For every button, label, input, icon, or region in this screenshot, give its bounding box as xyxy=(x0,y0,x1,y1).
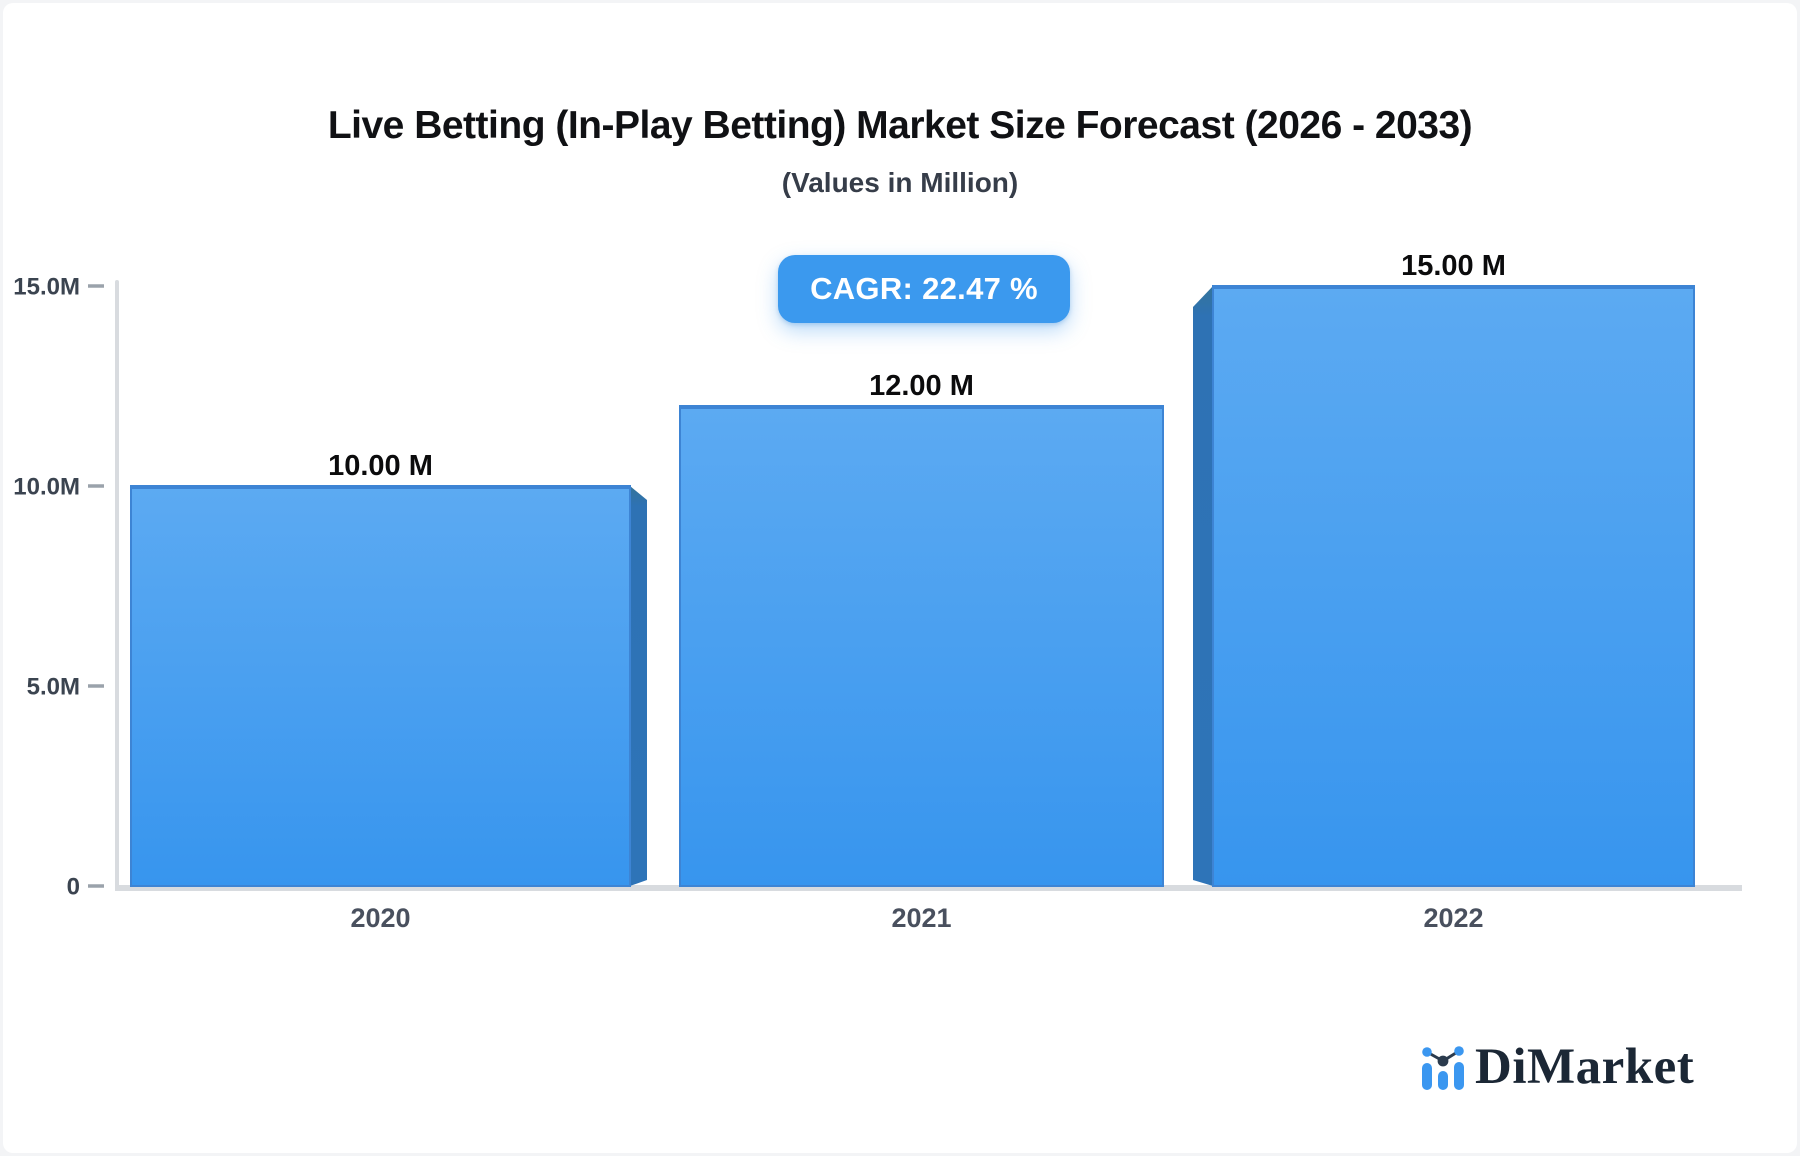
logo-bar-left xyxy=(1422,1062,1432,1090)
bar-value-label: 15.00 M xyxy=(1401,250,1506,282)
cagr-badge: CAGR: 22.47 % xyxy=(778,255,1070,323)
chart-subtitle: (Values in Million) xyxy=(781,167,1019,198)
logo-dot-left xyxy=(1422,1046,1432,1057)
dimarket-logo-text: DiMarket xyxy=(1475,1039,1695,1095)
bar-front-face xyxy=(1212,285,1695,887)
y-tick-label: 5.0M xyxy=(27,673,80,700)
dimarket-logo: DiMarket xyxy=(1421,1038,1694,1096)
bars xyxy=(130,285,1695,887)
x-axis-label: 2020 xyxy=(350,903,410,933)
y-tick-label: 10.0M xyxy=(13,473,80,500)
y-tick-label: 15.0M xyxy=(13,273,80,300)
bar-2021 xyxy=(679,405,1164,887)
bar-value-label: 10.00 M xyxy=(328,450,433,482)
bar-value-label: 12.00 M xyxy=(869,370,974,402)
logo-bar-middle xyxy=(1438,1070,1448,1090)
bar-side-face xyxy=(1193,286,1213,886)
chart-title: Live Betting (In-Play Betting) Market Si… xyxy=(327,104,1473,147)
logo-dot-middle xyxy=(1437,1055,1449,1066)
logo-dot-right xyxy=(1454,1045,1464,1056)
cagr-badge-label: CAGR: 22.47 % xyxy=(810,271,1038,306)
y-tick-label: 0 xyxy=(67,873,80,900)
bar-chart-logo-icon xyxy=(1422,1045,1464,1090)
logo-bar-right xyxy=(1454,1061,1464,1090)
bar-2020 xyxy=(130,485,647,887)
x-axis-label: 2021 xyxy=(891,903,951,933)
bar-side-face xyxy=(630,486,647,886)
labels: 10.00 M 2020 12.00 M 2021 15.00 M 2022 xyxy=(328,250,1506,933)
bar-front-face xyxy=(130,485,631,887)
bar-2022 xyxy=(1193,285,1695,887)
bar-front-face xyxy=(679,405,1164,887)
axes: 0 5.0M 10.0M 15.0M xyxy=(13,273,1742,900)
x-axis-label: 2022 xyxy=(1423,903,1483,933)
